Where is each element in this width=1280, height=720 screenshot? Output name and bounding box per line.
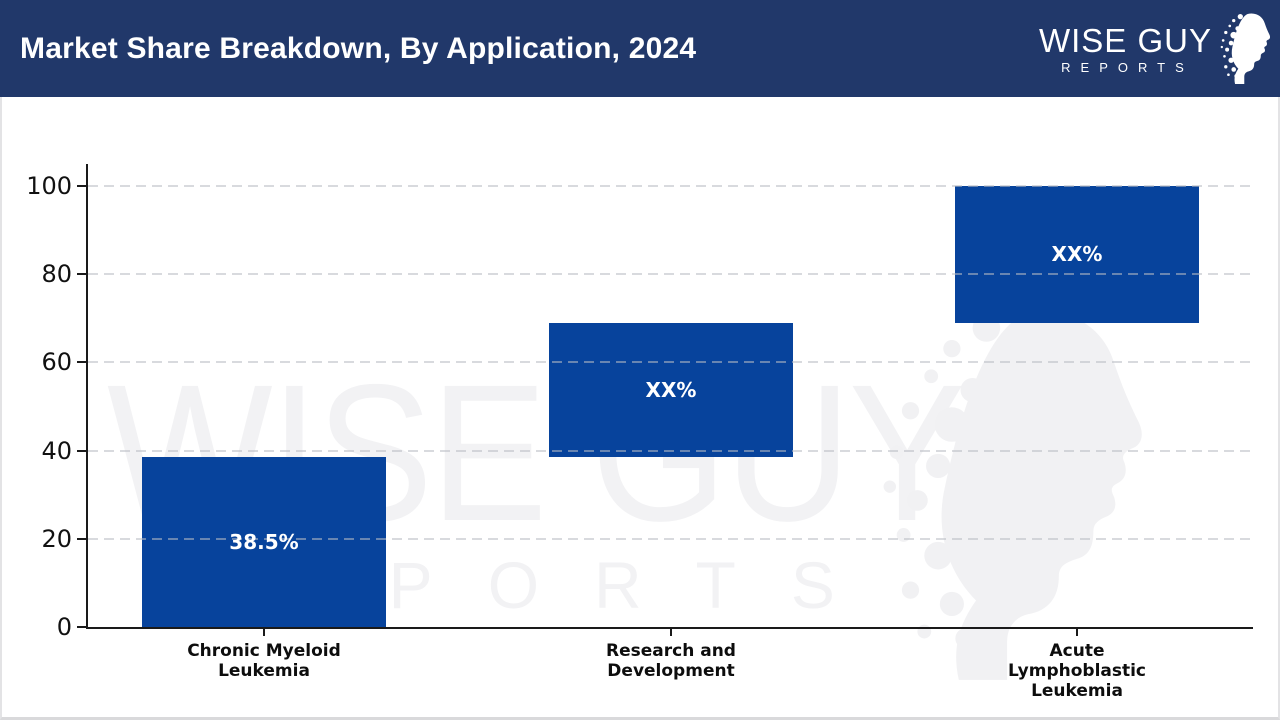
bar-segment — [955, 186, 1199, 323]
x-axis-line — [86, 627, 1253, 629]
logo-text-block: WISE GUY REPORTS — [1039, 24, 1212, 75]
wiseguy-logo: WISE GUY REPORTS — [1039, 4, 1272, 94]
logo-subtitle: REPORTS — [1061, 59, 1194, 75]
x-tick-mark — [670, 629, 672, 636]
logo-wordmark: WISE GUY — [1038, 21, 1212, 59]
y-tick-mark — [77, 273, 86, 276]
header-bar: Market Share Breakdown, By Application, … — [0, 0, 1280, 97]
gridline — [88, 361, 1253, 364]
y-tick-mark — [77, 185, 86, 187]
category-label: Acute Lymphoblastic Leukemia — [927, 641, 1227, 701]
y-tick-mark — [77, 449, 86, 452]
gridline — [88, 537, 1253, 540]
gridline — [88, 185, 1253, 187]
category-label: Research and Development — [521, 641, 821, 681]
category-label-line: Lymphoblastic — [1007, 661, 1147, 681]
bar-segment — [549, 322, 793, 458]
gridline — [88, 449, 1253, 452]
bar-value-label: XX% — [1051, 242, 1103, 267]
category-label-line: Leukemia — [218, 661, 310, 681]
y-tick-label: 80 — [41, 260, 72, 289]
y-tick-mark — [77, 626, 86, 628]
y-tick-label: 0 — [56, 613, 72, 641]
y-tick-mark — [77, 361, 86, 364]
category-label-line: Leukemia — [1031, 681, 1123, 701]
bar-segment — [142, 457, 386, 627]
category-label-line: Development — [607, 661, 735, 681]
y-axis-line — [86, 164, 88, 629]
y-tick-label: 20 — [41, 524, 72, 553]
page-title: Market Share Breakdown, By Application, … — [20, 31, 697, 65]
y-tick-label: 100 — [26, 172, 72, 200]
category-label: Chronic Myeloid Leukemia — [114, 641, 414, 681]
bar-value-label: XX% — [645, 377, 697, 402]
category-label-line: Acute — [1049, 641, 1105, 661]
category-label-line: Research and — [606, 641, 736, 661]
y-tick-label: 60 — [41, 348, 72, 377]
y-tick-mark — [77, 537, 86, 540]
x-tick-mark — [1076, 629, 1078, 636]
y-tick-label: 40 — [41, 436, 72, 465]
gridline — [88, 273, 1253, 276]
bar-value-label: 38.5% — [229, 530, 299, 555]
category-label-line: Chronic Myeloid — [187, 641, 341, 661]
x-tick-mark — [263, 629, 265, 636]
